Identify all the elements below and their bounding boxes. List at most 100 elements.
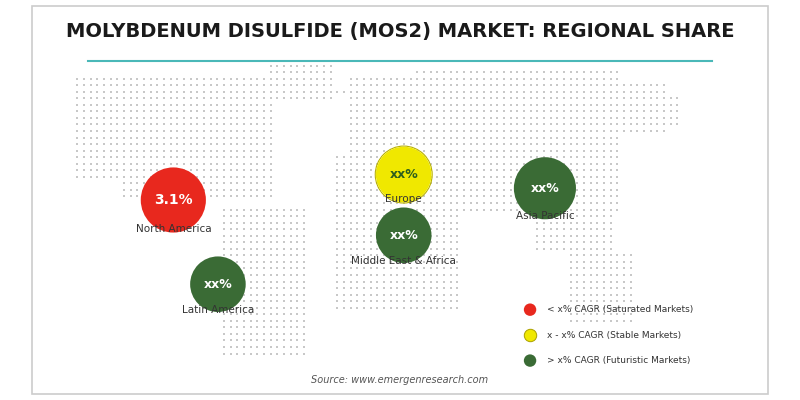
Point [424,154,437,160]
Point [118,76,130,82]
Point [358,76,370,82]
Point [191,76,204,82]
Point [224,220,237,226]
Point [251,331,264,337]
Point [111,108,124,114]
Point [344,265,357,272]
Point [424,285,437,291]
Point [351,272,364,278]
Point [585,311,598,318]
Point [625,128,638,134]
Point [351,180,364,186]
Point [571,200,584,206]
Point [598,88,610,95]
Point [298,278,310,285]
Point [458,95,470,102]
Point [498,102,510,108]
Point [238,167,250,174]
Point [451,232,464,239]
Point [438,298,450,304]
Point [631,121,644,128]
Point [645,121,658,128]
Point [364,121,377,128]
Point [511,121,524,128]
Point [238,174,250,180]
Point [244,115,257,121]
Point [411,232,424,239]
Point [558,141,570,147]
Point [131,154,144,160]
Point [251,344,264,350]
Point [224,180,237,186]
Point [598,160,610,167]
Point [238,337,250,344]
Point [558,154,570,160]
Point [578,200,590,206]
Point [518,167,530,174]
Point [84,115,97,121]
Point [391,141,404,147]
Point [605,285,618,291]
Point [78,88,90,95]
Point [585,108,598,114]
Point [111,128,124,134]
Point [598,252,610,258]
Point [538,128,550,134]
Point [598,246,610,252]
Point [218,95,230,102]
Point [344,206,357,213]
Point [264,134,277,141]
Point [71,167,84,174]
Point [598,82,610,88]
Point [358,265,370,272]
Point [591,128,604,134]
Point [491,154,504,160]
Point [598,128,610,134]
Point [658,108,670,114]
Point [291,69,304,75]
Point [578,265,590,272]
Point [264,167,277,174]
Point [331,285,344,291]
Point [331,232,344,239]
Point [378,174,390,180]
Point [504,121,517,128]
Point [444,154,457,160]
Point [178,82,190,88]
Point [438,259,450,265]
Point [484,76,497,82]
Point [565,141,578,147]
Point [398,108,410,114]
Point [111,121,124,128]
Point [378,259,390,265]
Point [404,141,417,147]
Point [344,88,357,95]
Point [311,88,324,95]
Point [418,278,430,285]
Point [464,148,477,154]
Point [538,76,550,82]
Point [451,187,464,193]
Point [551,108,564,114]
Point [598,265,610,272]
Point [291,206,304,213]
Point [224,350,237,357]
Point [171,76,184,82]
Point [645,115,658,121]
Point [298,252,310,258]
Point [151,148,164,154]
Point [231,278,244,285]
Point [511,174,524,180]
Point [211,141,224,147]
Point [78,154,90,160]
Point [271,95,284,102]
Point [611,121,624,128]
Point [571,206,584,213]
Point [244,350,257,357]
Point [464,180,477,186]
Point [611,272,624,278]
Point [358,148,370,154]
Point [384,82,397,88]
Point [331,304,344,311]
Point [551,154,564,160]
